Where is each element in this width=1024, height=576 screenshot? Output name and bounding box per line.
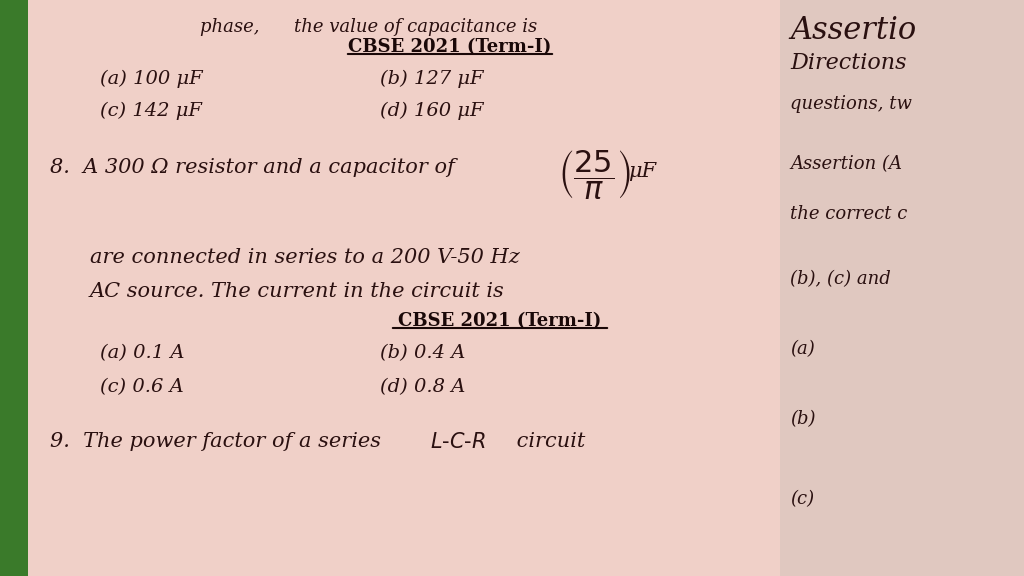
Text: (a): (a) bbox=[790, 340, 815, 358]
Text: Assertion (A: Assertion (A bbox=[790, 155, 902, 173]
Text: $\left(\dfrac{25}{\pi}\right)$: $\left(\dfrac{25}{\pi}\right)$ bbox=[558, 148, 631, 202]
Text: (b): (b) bbox=[790, 410, 815, 428]
Text: (b) 127 μF: (b) 127 μF bbox=[380, 70, 483, 88]
Text: 8.  A 300 Ω resistor and a capacitor of: 8. A 300 Ω resistor and a capacitor of bbox=[50, 158, 455, 177]
Text: questions, tw: questions, tw bbox=[790, 95, 912, 113]
Text: (d) 160 μF: (d) 160 μF bbox=[380, 102, 483, 120]
Text: AC source. The current in the circuit is: AC source. The current in the circuit is bbox=[90, 282, 505, 301]
Text: (a) 100 μF: (a) 100 μF bbox=[100, 70, 203, 88]
Text: (d) 0.8 A: (d) 0.8 A bbox=[380, 378, 465, 396]
Bar bbox=[0, 0, 28, 576]
Text: (c) 142 μF: (c) 142 μF bbox=[100, 102, 202, 120]
Bar bbox=[780, 0, 1024, 576]
Text: $L\text{-}C\text{-}R$: $L\text{-}C\text{-}R$ bbox=[430, 432, 485, 452]
Text: μF: μF bbox=[628, 162, 656, 181]
Text: (b) 0.4 A: (b) 0.4 A bbox=[380, 344, 465, 362]
Text: the correct c: the correct c bbox=[790, 205, 907, 223]
Text: are connected in series to a 200 V-50 Hz: are connected in series to a 200 V-50 Hz bbox=[90, 248, 520, 267]
Text: Assertio: Assertio bbox=[790, 15, 916, 46]
Text: (c) 0.6 A: (c) 0.6 A bbox=[100, 378, 183, 396]
Text: (b), (c) and: (b), (c) and bbox=[790, 270, 891, 288]
Text: 9.  The power factor of a series: 9. The power factor of a series bbox=[50, 432, 388, 451]
Text: phase,      the value of capacitance is: phase, the value of capacitance is bbox=[200, 18, 538, 36]
Text: Directions: Directions bbox=[790, 52, 906, 74]
Text: circuit: circuit bbox=[510, 432, 586, 451]
Text: CBSE 2021 (Term-I): CBSE 2021 (Term-I) bbox=[398, 312, 602, 330]
Text: CBSE 2021 (Term-I): CBSE 2021 (Term-I) bbox=[348, 38, 552, 56]
Text: (c): (c) bbox=[790, 490, 814, 508]
Text: (a) 0.1 A: (a) 0.1 A bbox=[100, 344, 184, 362]
